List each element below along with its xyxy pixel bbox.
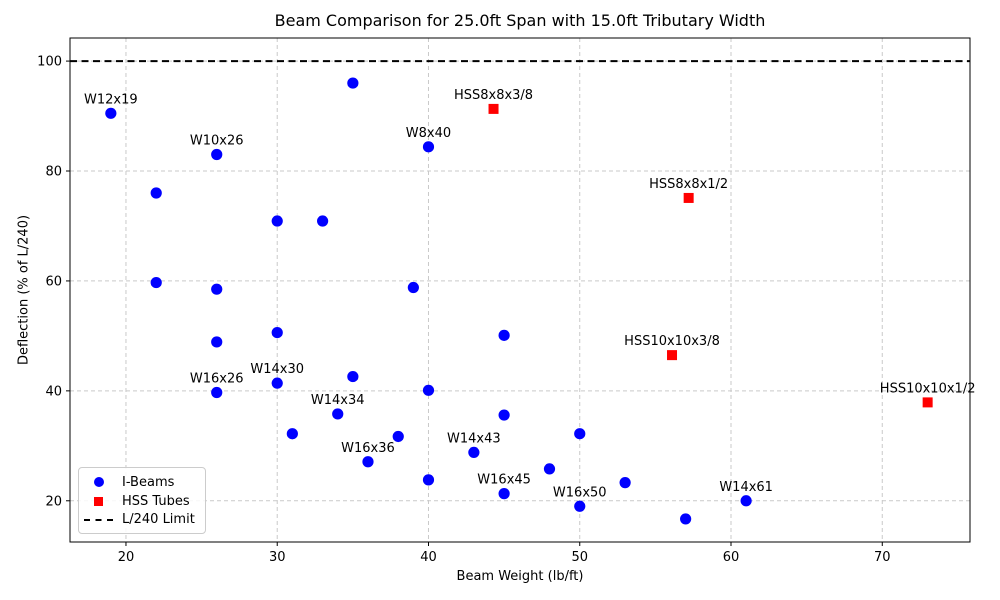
data-point-circle [422,474,435,486]
data-point-circle [286,428,298,440]
data-point-square [922,397,933,408]
data-point-circle [574,428,586,440]
data-point-circle [740,495,752,507]
data-point-circle [271,215,283,227]
data-point-circle [332,408,344,420]
data-point-circle [211,283,223,295]
legend-item-hss-tubes: HSS Tubes [83,492,199,511]
point-label: W16x36 [341,441,395,456]
x-axis-label: Beam Weight (lb/ft) [456,569,584,584]
point-label: HSS10x10x3/8 [624,334,720,349]
data-point-circle [150,187,162,199]
point-label: HSS8x8x3/8 [454,88,533,103]
legend-marker-cell [83,477,114,488]
y-tick-label: 40 [45,384,62,399]
data-point-circle [498,409,510,421]
data-point-circle [619,477,631,489]
data-point-circle [407,281,419,294]
point-label: W14x61 [719,480,773,495]
legend-label: L/240 Limit [122,512,195,528]
point-label: W14x34 [311,393,365,408]
legend-marker-cell [83,496,114,506]
hss-square-icon [94,496,103,506]
data-point-square [667,350,678,361]
data-point-circle [347,77,359,89]
data-point-circle [211,386,223,399]
data-point-circle [211,148,223,161]
data-point-circle [317,215,329,227]
legend-label: I-Beams [122,474,175,490]
point-label: W8x40 [406,126,451,141]
point-label: W10x26 [190,134,244,149]
point-label: W16x26 [190,372,244,387]
data-point-circle [211,336,223,348]
y-tick-label: 80 [45,165,62,180]
data-point-circle [150,276,162,289]
x-tick-label: 20 [118,550,135,565]
x-tick-label: 50 [571,550,588,565]
point-label: W14x30 [250,362,304,377]
data-point-circle [271,377,283,389]
data-point-square [488,103,499,114]
legend-label: HSS Tubes [122,493,190,509]
data-point-circle [680,513,692,525]
plot-border [69,37,971,543]
y-tick-label: 20 [45,494,62,509]
data-point-circle [543,463,556,475]
point-label: W12x19 [84,92,138,107]
data-point-circle [422,141,435,153]
x-tick-label: 70 [874,550,891,565]
legend-marker-cell [83,518,114,521]
point-label: HSS8x8x1/2 [649,177,728,192]
x-tick-label: 30 [269,550,286,565]
x-tick-label: 60 [723,550,740,565]
point-label: W14x43 [447,431,501,446]
legend-item-ibeams: I-Beams [83,473,199,492]
point-label: W16x45 [477,473,531,488]
data-point-circle [468,446,480,459]
dashed-line-icon [84,518,113,521]
point-label: HSS10x10x1/2 [880,381,976,396]
legend: I-Beams HSS Tubes L/240 Limit [78,467,206,534]
data-point-circle [105,107,117,119]
chart-title: Beam Comparison for 25.0ft Span with 15.… [274,11,766,30]
data-point-circle [271,326,283,339]
data-point-circle [498,329,510,341]
data-point-circle [574,500,586,512]
data-point-circle [362,456,374,468]
data-point-circle [422,384,435,396]
legend-item-limit: L/240 Limit [83,510,199,529]
data-point-circle [347,370,359,383]
y-tick-label: 60 [45,274,62,289]
data-point-circle [498,488,510,500]
data-point-circle [392,430,404,443]
y-tick-label: 100 [37,55,62,70]
ibeam-circle-icon [93,477,104,488]
data-point-square [683,192,694,203]
point-label: W16x50 [553,485,607,500]
x-tick-label: 40 [420,550,437,565]
